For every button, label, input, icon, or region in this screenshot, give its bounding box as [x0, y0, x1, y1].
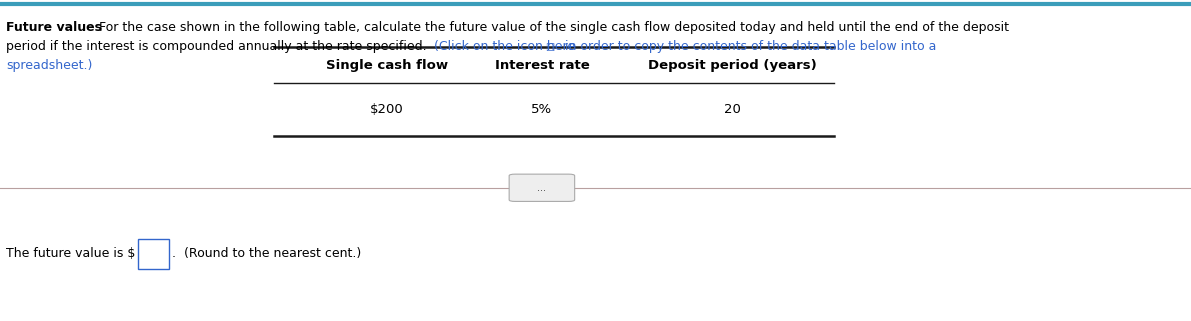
Text: in order to copy the contents of the data table below into a: in order to copy the contents of the dat…	[557, 40, 937, 53]
Text: Interest rate: Interest rate	[494, 58, 590, 72]
FancyBboxPatch shape	[138, 239, 169, 269]
Text: period if the interest is compounded annually at the rate specified.: period if the interest is compounded ann…	[6, 40, 426, 53]
Text: $200: $200	[370, 103, 404, 117]
Text: spreadsheet.): spreadsheet.)	[6, 59, 93, 72]
Text: ...: ...	[537, 183, 547, 193]
Text: 20: 20	[724, 103, 741, 117]
Text: □: □	[545, 41, 555, 52]
Text: .  (Round to the nearest cent.): . (Round to the nearest cent.)	[172, 247, 361, 260]
Text: For the case shown in the following table, calculate the future value of the sin: For the case shown in the following tabl…	[91, 21, 1009, 34]
Text: The future value is $: The future value is $	[6, 247, 136, 260]
Text: 5%: 5%	[531, 103, 553, 117]
FancyBboxPatch shape	[510, 174, 574, 202]
Text: Future values: Future values	[6, 21, 102, 34]
Text: (Click on the icon here: (Click on the icon here	[426, 40, 575, 53]
Text: Single cash flow: Single cash flow	[326, 58, 448, 72]
Text: Deposit period (years): Deposit period (years)	[648, 58, 817, 72]
